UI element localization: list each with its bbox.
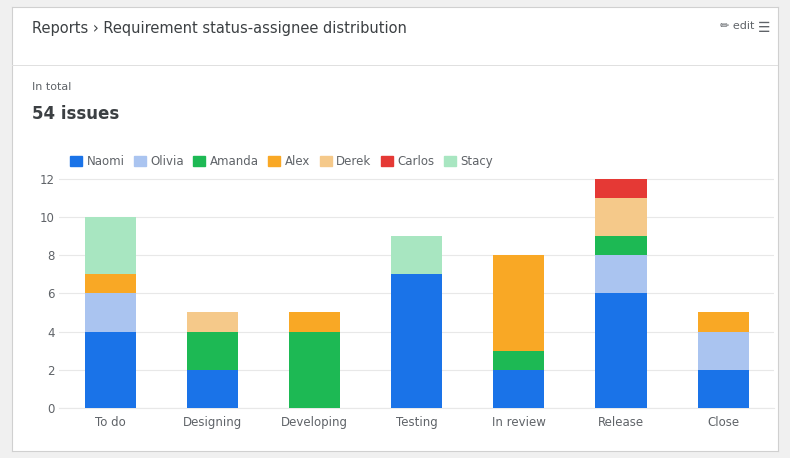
Legend: Naomi, Olivia, Amanda, Alex, Derek, Carlos, Stacy: Naomi, Olivia, Amanda, Alex, Derek, Carl… xyxy=(65,150,498,173)
Bar xyxy=(289,312,340,332)
Bar xyxy=(289,332,340,408)
Bar xyxy=(187,332,238,370)
Bar xyxy=(493,350,544,370)
Bar xyxy=(596,198,646,236)
Bar xyxy=(596,180,646,198)
Bar xyxy=(391,236,442,274)
Text: Reports › Requirement status-assignee distribution: Reports › Requirement status-assignee di… xyxy=(32,21,407,36)
Bar xyxy=(493,256,544,350)
Bar xyxy=(698,370,749,408)
Bar xyxy=(85,294,136,332)
Bar xyxy=(187,312,238,332)
Bar xyxy=(493,370,544,408)
Bar xyxy=(698,332,749,370)
Bar xyxy=(391,274,442,408)
Bar xyxy=(85,274,136,294)
Bar xyxy=(596,256,646,294)
Text: ☰: ☰ xyxy=(758,21,770,35)
Bar xyxy=(85,218,136,274)
Bar xyxy=(187,370,238,408)
Bar xyxy=(85,332,136,408)
Text: ✏ edit: ✏ edit xyxy=(720,21,754,31)
Bar xyxy=(698,312,749,332)
Text: 54 issues: 54 issues xyxy=(32,105,118,123)
Text: In total: In total xyxy=(32,82,71,93)
Bar xyxy=(596,294,646,408)
Bar xyxy=(596,236,646,256)
